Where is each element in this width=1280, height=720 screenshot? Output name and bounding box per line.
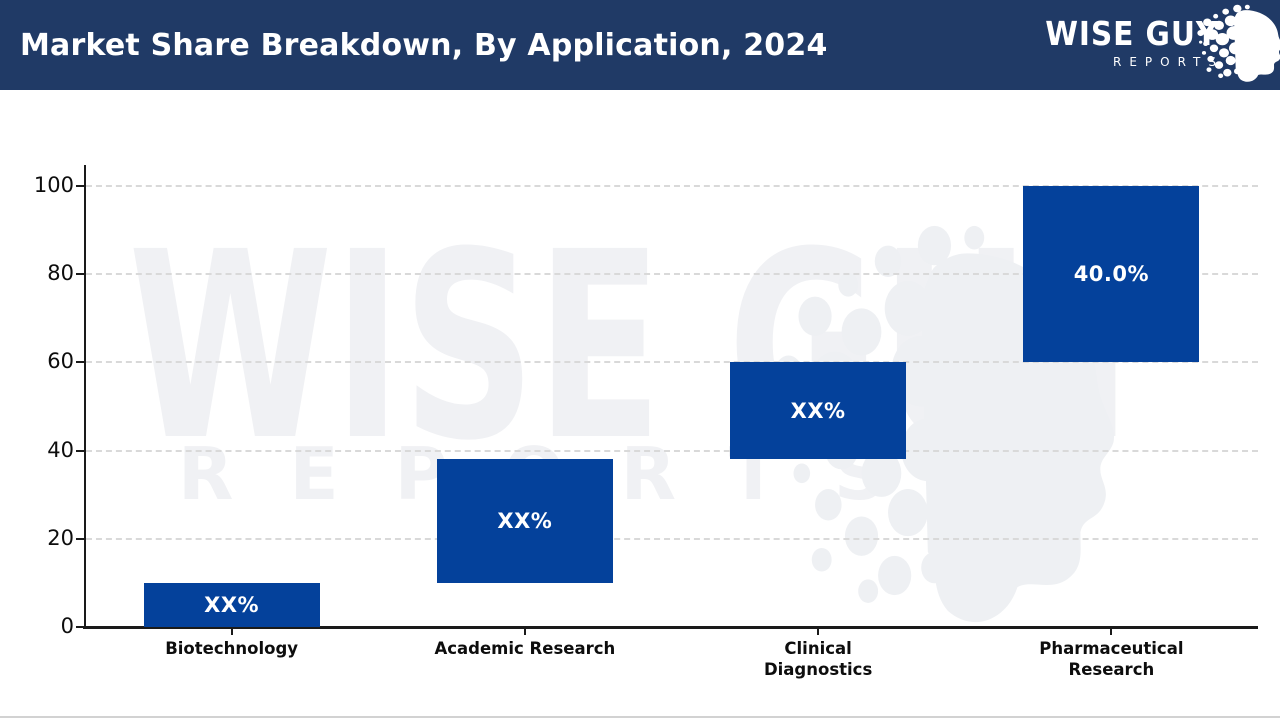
xtick-label-line: Pharmaceutical [1039, 639, 1184, 658]
xtick-mark-0 [230, 628, 233, 635]
bar-clinical-diagnostics: XX% [730, 362, 907, 460]
ytick-label-80: 80 [47, 261, 74, 286]
xtick-mark-1 [523, 628, 526, 635]
ytick-label-60: 60 [47, 349, 74, 374]
xtick-label-line: Research [1068, 660, 1155, 679]
ytick-label-0: 0 [60, 614, 74, 638]
bar-value-label: XX% [790, 398, 846, 423]
xtick-label-2: Clinical Diagnostics [703, 638, 933, 680]
ytick-label-100: 100 [33, 173, 74, 197]
xtick-label-3: Pharmaceutical Research [996, 638, 1226, 680]
bar-value-label: XX% [497, 509, 553, 534]
ytick-mark-100 [76, 185, 84, 187]
xtick-label-line: Academic Research [434, 639, 616, 658]
header-bar: Market Share Breakdown, By Application, … [0, 0, 1280, 90]
ytick-mark-60 [76, 361, 84, 364]
x-axis [83, 626, 1258, 629]
xtick-mark-3 [1110, 628, 1113, 635]
ytick-mark-20 [76, 537, 84, 540]
xtick-label-line: Biotechnology [165, 639, 299, 658]
xtick-label-1: Academic Research [410, 638, 640, 659]
gridline-20 [86, 537, 1258, 540]
wiseguy-logo: WISE GUY REPORTS [1020, 0, 1280, 90]
gridline-100 [86, 185, 1258, 187]
ytick-mark-80 [76, 273, 84, 276]
xtick-label-0: Biotechnology [117, 638, 347, 659]
ytick-mark-40 [76, 449, 84, 452]
wiseguy-head-icon [1197, 4, 1280, 82]
logo-subtitle: REPORTS [1112, 55, 1224, 69]
gridline-80 [86, 273, 1258, 276]
xtick-mark-2 [817, 628, 820, 635]
gridline-40 [86, 449, 1258, 452]
bar-academic-research: XX% [436, 459, 613, 583]
ytick-mark-0 [76, 626, 84, 628]
bar-pharmaceutical-research: 40.0% [1023, 186, 1200, 363]
ytick-label-20: 20 [47, 525, 74, 550]
bar-biotechnology: XX% [143, 582, 320, 627]
y-axis [84, 165, 86, 629]
logo-wordmark: WISE GUY [1044, 14, 1218, 53]
page-bottom-border [0, 716, 1280, 718]
wiseguy-logo-text: WISE GUY REPORTS [1026, 14, 1218, 69]
bar-value-label: 40.0% [1073, 262, 1150, 287]
xtick-label-line: Clinical [784, 639, 852, 658]
xtick-label-line: Diagnostics [763, 660, 873, 679]
gridline-60 [86, 361, 1258, 364]
ytick-label-40: 40 [47, 437, 74, 462]
page-title: Market Share Breakdown, By Application, … [20, 27, 828, 63]
bar-value-label: XX% [204, 592, 260, 617]
